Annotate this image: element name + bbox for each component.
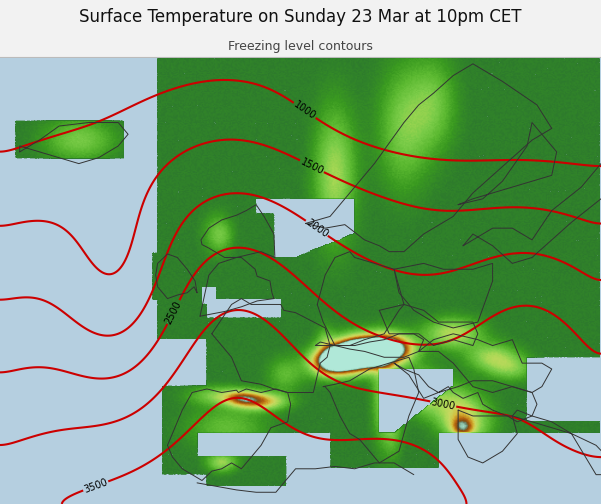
Text: 3000: 3000 bbox=[430, 397, 456, 411]
Text: 2000: 2000 bbox=[304, 217, 330, 239]
Text: 2500: 2500 bbox=[163, 299, 183, 326]
Text: 1500: 1500 bbox=[299, 156, 325, 176]
Text: Freezing level contours: Freezing level contours bbox=[228, 40, 373, 53]
Text: 1000: 1000 bbox=[292, 99, 318, 121]
Text: Surface Temperature on Sunday 23 Mar at 10pm CET: Surface Temperature on Sunday 23 Mar at … bbox=[79, 9, 522, 26]
Text: 3500: 3500 bbox=[82, 477, 109, 495]
